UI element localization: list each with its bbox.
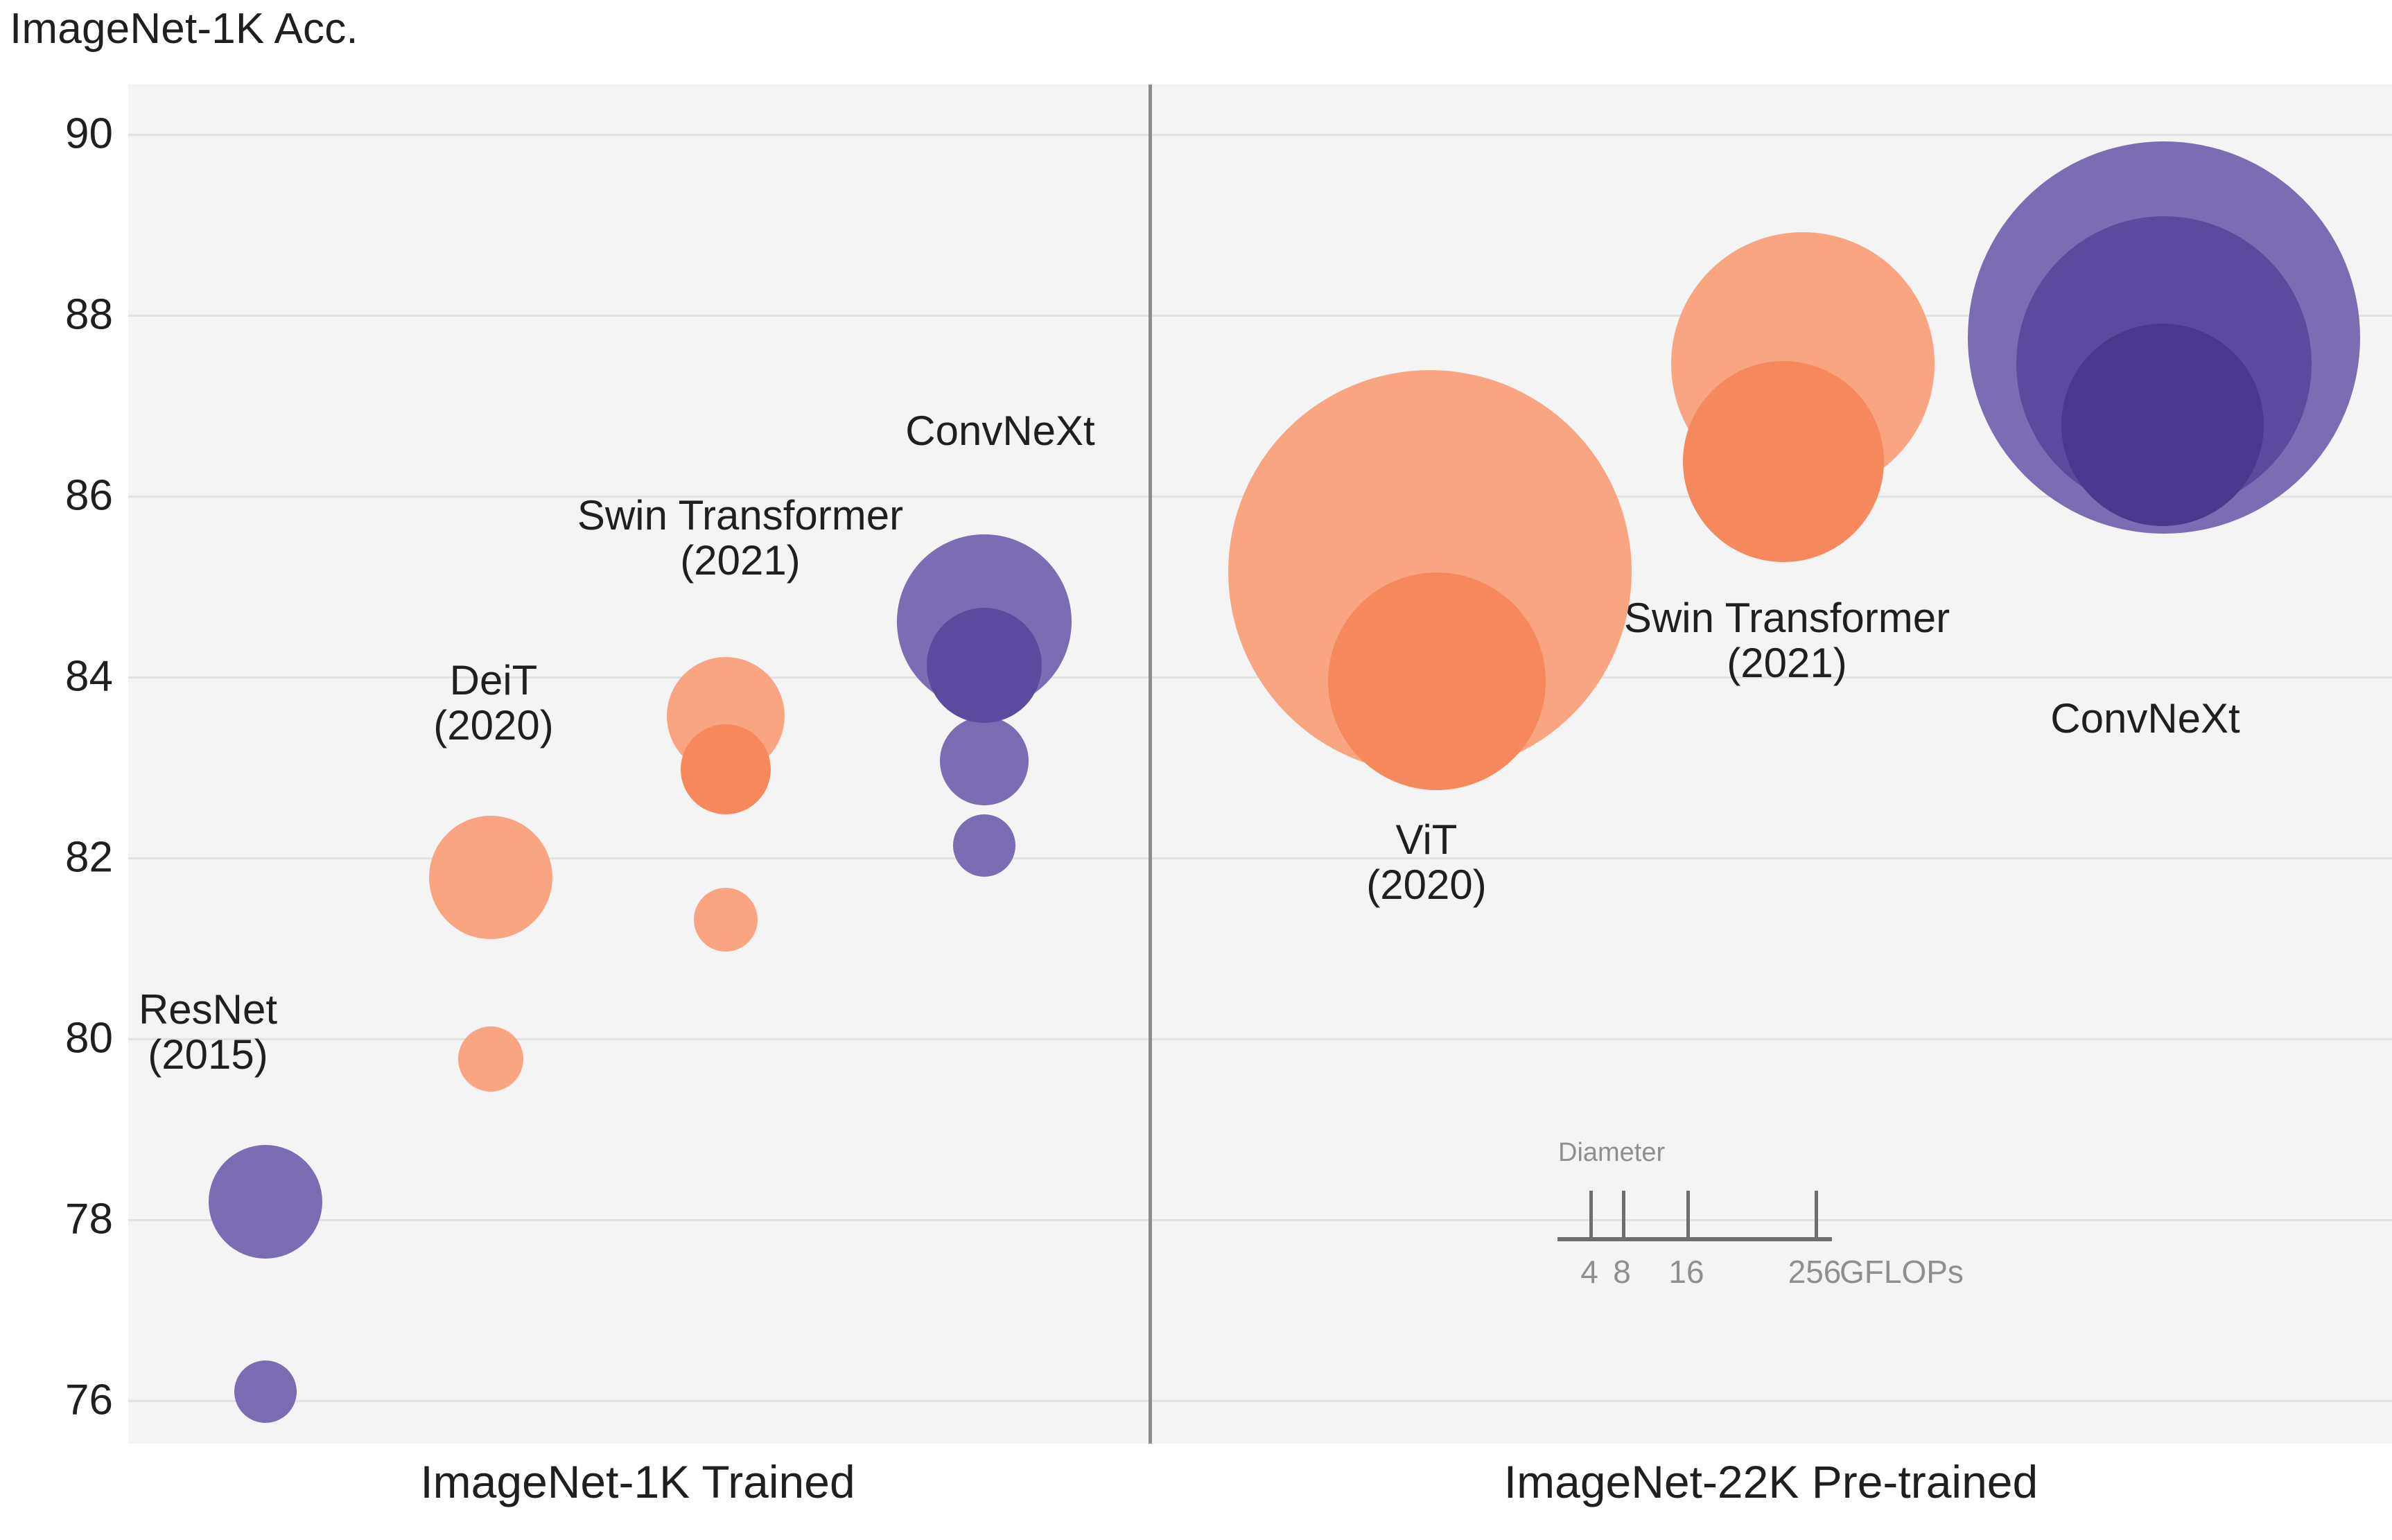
legend-scale-bar <box>1557 1237 1832 1241</box>
bubble-cnxL-b2[interactable] <box>927 608 1042 723</box>
y-tick-label-84: 84 <box>65 652 113 701</box>
annotation-resnet: ResNet (2015) <box>138 986 278 1078</box>
annotation-line1: ConvNeXt <box>905 408 1095 454</box>
y-tick-label-82: 82 <box>65 833 113 882</box>
annotation-swin-right: Swin Transformer (2021) <box>1623 595 1950 686</box>
bubble-resnet-b1[interactable] <box>209 1145 322 1259</box>
legend-tick-label-16: 16 <box>1668 1254 1704 1290</box>
annotation-convnext-left: ConvNeXt <box>905 408 1095 454</box>
legend-tick-4 <box>1589 1191 1593 1237</box>
annotation-vit: ViT (2020) <box>1366 816 1487 908</box>
gridline-78 <box>128 1219 2392 1221</box>
bubble-swinL-b2[interactable] <box>681 724 771 814</box>
annotation-line2: (2021) <box>1727 639 1847 686</box>
annotation-deit: DeiT (2020) <box>433 658 553 749</box>
bubble-swinL-b3[interactable] <box>694 888 758 952</box>
legend-tick-label-8: 8 <box>1613 1254 1631 1290</box>
y-axis-title: ImageNet-1K Acc. <box>10 5 358 53</box>
legend-tick-label-4: 4 <box>1580 1254 1598 1290</box>
bubble-cnxL-b4[interactable] <box>953 814 1015 877</box>
annotation-convnext-right: ConvNeXt <box>2050 695 2240 742</box>
bubble-cnxR-b3[interactable] <box>2061 324 2264 526</box>
bubble-deit-b2[interactable] <box>458 1026 523 1092</box>
legend-tick-label-256: 256 <box>1788 1254 1842 1290</box>
legend-tick-16 <box>1686 1191 1690 1237</box>
legend-tick-256 <box>1815 1191 1818 1237</box>
x-group-label-2: ImageNet-22K Pre-trained <box>1503 1456 2039 1507</box>
bubble-resnet-b2[interactable] <box>234 1360 297 1423</box>
gridline-76 <box>128 1400 2392 1402</box>
annotation-line1: ConvNeXt <box>2050 695 2240 742</box>
legend-title: Diameter <box>1558 1138 1666 1167</box>
annotation-line1: ViT <box>1395 816 1458 863</box>
y-tick-label-76: 76 <box>65 1376 113 1424</box>
y-tick-label-78: 78 <box>65 1195 113 1243</box>
bubble-cnxL-b3[interactable] <box>940 717 1029 805</box>
annotation-line2: (2020) <box>1366 861 1487 908</box>
annotation-line2: (2015) <box>148 1031 268 1078</box>
y-tick-label-88: 88 <box>65 290 113 339</box>
annotation-line1: Swin Transformer <box>577 492 904 539</box>
gridline-88 <box>128 315 2392 317</box>
plot-area <box>128 85 2392 1444</box>
bubble-deit-b1[interactable] <box>429 816 552 939</box>
y-tick-label-86: 86 <box>65 471 113 520</box>
gridline-90 <box>128 134 2392 136</box>
annotation-line1: ResNet <box>138 986 278 1033</box>
panel-divider <box>1149 85 1152 1444</box>
bubble-vit-b2[interactable] <box>1328 572 1546 790</box>
annotation-line1: Swin Transformer <box>1623 595 1950 641</box>
legend-unit-label: GFLOPs <box>1840 1254 1964 1290</box>
legend-tick-8 <box>1622 1191 1625 1237</box>
x-group-label-1: ImageNet-1K Trained <box>420 1456 855 1507</box>
gridline-82 <box>128 857 2392 859</box>
annotation-line2: (2021) <box>680 536 801 584</box>
annotation-swin-left: Swin Transformer (2021) <box>577 493 903 584</box>
bubble-swinR-b2[interactable] <box>1683 361 1884 562</box>
y-tick-label-80: 80 <box>65 1014 113 1062</box>
annotation-line2: (2020) <box>433 701 554 749</box>
y-tick-label-90: 90 <box>65 110 113 158</box>
gridline-80 <box>128 1038 2392 1040</box>
annotation-line1: DeiT <box>449 657 538 703</box>
